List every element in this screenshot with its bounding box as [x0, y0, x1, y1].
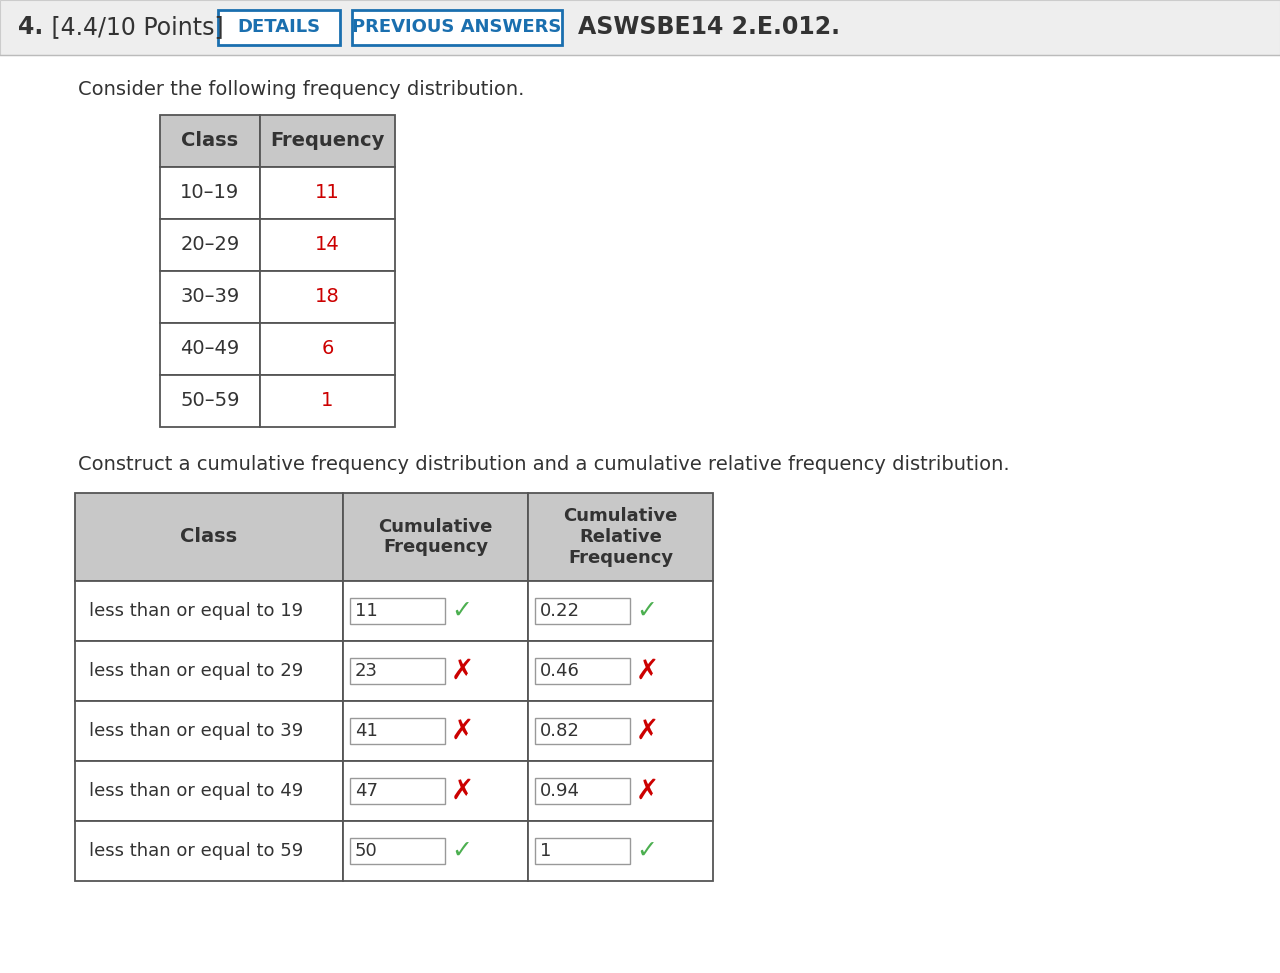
Text: ✓: ✓	[451, 599, 472, 623]
Text: 50: 50	[355, 842, 378, 860]
Text: less than or equal to 49: less than or equal to 49	[90, 782, 303, 800]
Bar	[535, 838, 630, 864]
Text: 18: 18	[315, 287, 340, 306]
Text: ✓: ✓	[451, 839, 472, 863]
Bar	[343, 761, 529, 821]
Bar	[76, 761, 343, 821]
Bar	[260, 167, 396, 219]
Text: ✗: ✗	[451, 657, 475, 685]
Text: ✗: ✗	[636, 657, 659, 685]
Bar	[260, 115, 396, 167]
Text: DETAILS: DETAILS	[237, 18, 320, 37]
Bar	[349, 598, 445, 624]
Text: 23: 23	[355, 662, 378, 680]
Text: Class: Class	[182, 131, 238, 151]
Bar	[535, 598, 630, 624]
Bar	[160, 219, 260, 271]
Bar	[529, 581, 713, 641]
Bar	[349, 778, 445, 804]
Bar	[529, 761, 713, 821]
Bar	[529, 641, 713, 701]
Text: ASWSBE14 2.E.012.: ASWSBE14 2.E.012.	[579, 16, 840, 40]
Bar	[260, 323, 396, 375]
Bar	[76, 701, 343, 761]
Text: less than or equal to 59: less than or equal to 59	[90, 842, 303, 860]
Text: 6: 6	[321, 340, 334, 358]
Bar	[218, 10, 340, 45]
Bar	[160, 271, 260, 323]
Text: 41: 41	[355, 722, 378, 740]
Text: 11: 11	[355, 602, 378, 620]
Bar	[529, 493, 713, 581]
Bar	[76, 641, 343, 701]
Text: 14: 14	[315, 235, 340, 255]
Text: 11: 11	[315, 184, 340, 202]
Bar	[535, 718, 630, 744]
Text: ✗: ✗	[451, 777, 475, 805]
Text: ✓: ✓	[636, 599, 657, 623]
Text: 0.94: 0.94	[540, 782, 580, 800]
Text: 0.22: 0.22	[540, 602, 580, 620]
Bar	[343, 581, 529, 641]
Bar	[529, 701, 713, 761]
Text: Cumulative
Frequency: Cumulative Frequency	[379, 518, 493, 557]
Bar	[343, 641, 529, 701]
Bar	[349, 838, 445, 864]
Bar	[352, 10, 562, 45]
Text: Cumulative
Relative
Frequency: Cumulative Relative Frequency	[563, 507, 677, 567]
Bar	[349, 658, 445, 684]
Text: 30–39: 30–39	[180, 287, 239, 306]
Bar	[0, 0, 1280, 55]
Bar	[529, 821, 713, 881]
Text: 40–49: 40–49	[180, 340, 239, 358]
Text: less than or equal to 19: less than or equal to 19	[90, 602, 303, 620]
Text: 20–29: 20–29	[180, 235, 239, 255]
Bar	[349, 718, 445, 744]
Bar	[160, 375, 260, 427]
Bar	[343, 821, 529, 881]
Bar	[160, 167, 260, 219]
Text: Consider the following frequency distribution.: Consider the following frequency distrib…	[78, 80, 525, 99]
Bar	[160, 115, 260, 167]
Text: ✗: ✗	[636, 717, 659, 745]
Text: less than or equal to 39: less than or equal to 39	[90, 722, 303, 740]
Text: Frequency: Frequency	[270, 131, 385, 151]
Bar	[535, 658, 630, 684]
Text: 1: 1	[321, 391, 334, 411]
Text: 4.: 4.	[18, 16, 44, 40]
Text: Construct a cumulative frequency distribution and a cumulative relative frequenc: Construct a cumulative frequency distrib…	[78, 455, 1010, 474]
Text: less than or equal to 29: less than or equal to 29	[90, 662, 303, 680]
Bar	[343, 701, 529, 761]
Text: ✓: ✓	[636, 839, 657, 863]
Text: [4.4/10 Points]: [4.4/10 Points]	[44, 16, 224, 40]
Text: 0.82: 0.82	[540, 722, 580, 740]
Text: PREVIOUS ANSWERS: PREVIOUS ANSWERS	[352, 18, 562, 37]
Text: 0.46: 0.46	[540, 662, 580, 680]
Bar	[260, 375, 396, 427]
Bar	[260, 271, 396, 323]
Bar	[260, 219, 396, 271]
Bar	[76, 493, 343, 581]
Bar	[535, 778, 630, 804]
Text: 47: 47	[355, 782, 378, 800]
Text: 50–59: 50–59	[180, 391, 239, 411]
Text: 10–19: 10–19	[180, 184, 239, 202]
Bar	[343, 493, 529, 581]
Text: Class: Class	[180, 527, 238, 547]
Bar	[76, 821, 343, 881]
Bar	[160, 323, 260, 375]
Text: ✗: ✗	[636, 777, 659, 805]
Bar	[76, 581, 343, 641]
Text: ✗: ✗	[451, 717, 475, 745]
Text: 1: 1	[540, 842, 552, 860]
